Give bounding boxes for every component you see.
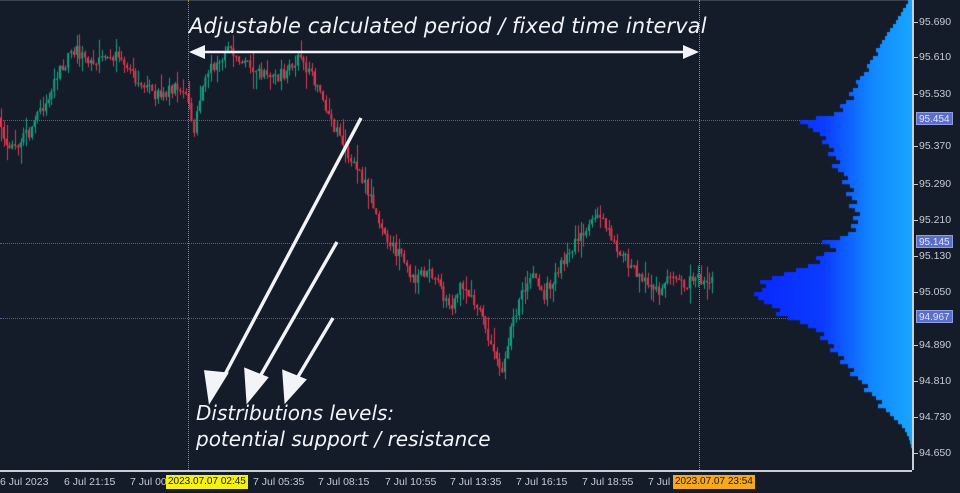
time-tick-label: 6 Jul 2023 — [0, 476, 49, 488]
price-tick: 95.370 — [914, 140, 960, 152]
tick-dash — [914, 291, 918, 293]
price-tick-label: 94.730 — [919, 411, 952, 423]
tick-dash — [914, 93, 918, 95]
tick-dash — [914, 145, 918, 147]
tick-dash — [914, 380, 918, 382]
price-chart-panel[interactable]: Adjustable calculated period / fixed tim… — [0, 0, 912, 470]
price-tick-label: 95.370 — [919, 140, 952, 152]
price-tick: 94.650 — [914, 447, 960, 459]
highlighted-time-label[interactable]: 2023.07.07 02:45 — [166, 475, 248, 489]
time-tick-label: 7 Jul 05:35 — [253, 476, 305, 488]
volume-profile-histogram — [732, 0, 912, 470]
tick-dash — [914, 344, 918, 346]
price-tick-label: 95.690 — [919, 16, 952, 28]
price-tick-label: 95.130 — [919, 250, 952, 262]
highlighted-price-label[interactable]: 95.145 — [916, 235, 953, 248]
price-tick-label: 95.210 — [919, 214, 952, 226]
highlighted-price-label[interactable]: 95.454 — [916, 112, 953, 125]
axis-corner — [912, 470, 960, 493]
tick-dash — [914, 219, 918, 221]
highlighted-price-label[interactable]: 94.967 — [916, 310, 953, 323]
price-tick: 95.210 — [914, 214, 960, 226]
price-tick-label: 95.530 — [919, 88, 952, 100]
period-start-line[interactable] — [188, 0, 189, 470]
price-axis[interactable]: 95.690 95.610 95.530 95.370 95.290 95.210 95.1… — [912, 0, 960, 470]
tick-dash — [914, 416, 918, 418]
price-tick-label: 95.050 — [919, 286, 952, 298]
price-tick: 94.810 — [914, 375, 960, 387]
price-tick: 95.690 — [914, 16, 960, 28]
time-tick-label: 7 Jul 16:15 — [516, 476, 568, 488]
tick-dash — [914, 255, 918, 257]
time-tick-label: 6 Jul 21:15 — [64, 476, 116, 488]
price-tick: 95.610 — [914, 51, 960, 63]
price-tick-label: 94.650 — [919, 447, 952, 459]
tick-dash — [914, 452, 918, 454]
price-tick-label: 95.610 — [919, 51, 952, 63]
price-tick: 95.290 — [914, 178, 960, 190]
price-tick-label: 94.810 — [919, 375, 952, 387]
price-tick: 95.050 — [914, 286, 960, 298]
time-tick-label: 7 Jul 18:55 — [582, 476, 634, 488]
time-tick-label: 7 Jul 10:55 — [385, 476, 437, 488]
time-tick-label: 7 Jul 13:35 — [450, 476, 502, 488]
price-tick-label: 94.890 — [919, 339, 952, 351]
price-tick: 94.730 — [914, 411, 960, 423]
price-tick-label: 95.290 — [919, 178, 952, 190]
price-tick: 95.130 — [914, 250, 960, 262]
highlighted-time-label[interactable]: 2023.07.07 23:54 — [673, 475, 755, 489]
tick-dash — [914, 21, 918, 23]
time-tick-label: 7 Jul 08:15 — [318, 476, 370, 488]
tick-dash — [914, 183, 918, 185]
tick-dash — [914, 56, 918, 58]
period-end-line[interactable] — [699, 0, 700, 470]
price-tick: 95.530 — [914, 88, 960, 100]
price-tick: 94.890 — [914, 339, 960, 351]
